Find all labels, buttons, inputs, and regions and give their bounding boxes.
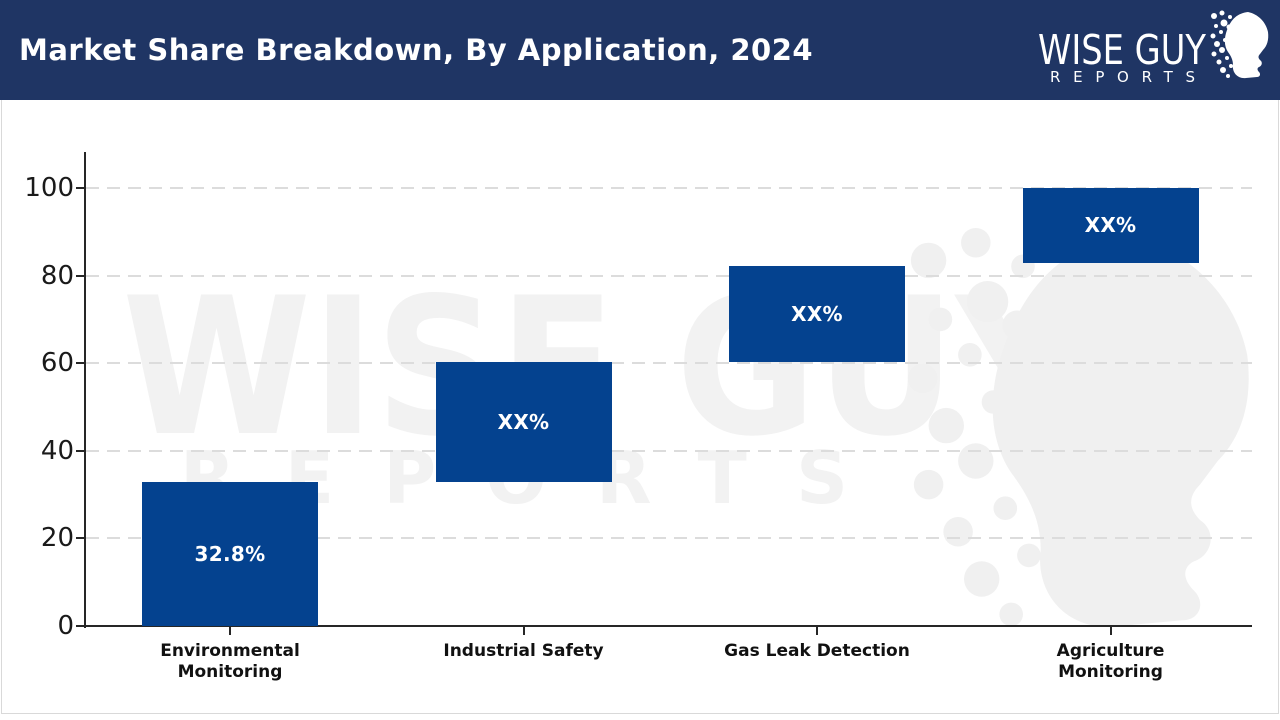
y-axis-tick-label: 100 xyxy=(24,173,74,203)
bar-environmental-monitoring: 32.8% xyxy=(142,482,318,626)
x-axis-label-line: Gas Leak Detection xyxy=(724,641,910,661)
logo-face-icon xyxy=(1210,10,1269,79)
x-tick-mark xyxy=(816,627,818,635)
bar-value-label: XX% xyxy=(791,302,843,327)
x-axis-label: Agriculture Monitoring xyxy=(981,641,1241,683)
y-tick-mark xyxy=(76,449,84,452)
x-tick-mark xyxy=(1109,627,1112,635)
x-axis-label: Gas Leak Detection xyxy=(687,641,947,662)
logo-line1: WISE GUY xyxy=(1038,26,1207,74)
x-axis-label-line: Environmental xyxy=(160,641,300,661)
y-axis-tick-label: 80 xyxy=(40,260,74,291)
gridline-100 xyxy=(86,187,1252,189)
y-tick-mark xyxy=(76,362,84,365)
gridline-80 xyxy=(86,274,1252,277)
x-axis-label-line: Agriculture xyxy=(1056,641,1165,661)
x-axis-label: Environmental Monitoring xyxy=(100,641,360,683)
header-bar: Market Share Breakdown, By Application, … xyxy=(0,0,1280,100)
bar-value-label: 32.8% xyxy=(194,542,266,567)
page-title: Market Share Breakdown, By Application, … xyxy=(19,33,814,67)
y-axis-tick-label: 40 xyxy=(40,435,74,466)
x-axis-label-line: Industrial Safety xyxy=(443,641,604,661)
y-tick-mark xyxy=(76,537,84,540)
bar-value-label: XX% xyxy=(497,410,550,435)
x-axis-label-line: Monitoring xyxy=(1058,662,1163,682)
y-tick-mark xyxy=(76,625,84,627)
gridline-40 xyxy=(86,449,1252,452)
x-axis-label-line: Monitoring xyxy=(177,662,283,682)
gridline-20 xyxy=(86,537,1252,540)
bar-industrial-safety: XX% xyxy=(435,362,612,483)
x-tick-mark xyxy=(229,627,231,635)
y-axis-line xyxy=(84,152,86,628)
y-tick-mark xyxy=(76,187,84,189)
wise-guy-reports-logo: WISE GUY REPORTS xyxy=(1038,10,1269,86)
y-axis-tick-label: 60 xyxy=(40,348,74,379)
y-axis-tick-label: 0 xyxy=(57,611,74,641)
y-tick-mark xyxy=(76,274,84,277)
x-axis-label: Industrial Safety xyxy=(394,641,654,662)
y-axis-tick-label: 20 xyxy=(40,523,74,554)
x-tick-mark xyxy=(522,627,525,635)
bar-gas-leak-detection: XX% xyxy=(729,265,905,363)
x-axis-line xyxy=(86,625,1252,627)
gridline-60 xyxy=(86,362,1252,365)
